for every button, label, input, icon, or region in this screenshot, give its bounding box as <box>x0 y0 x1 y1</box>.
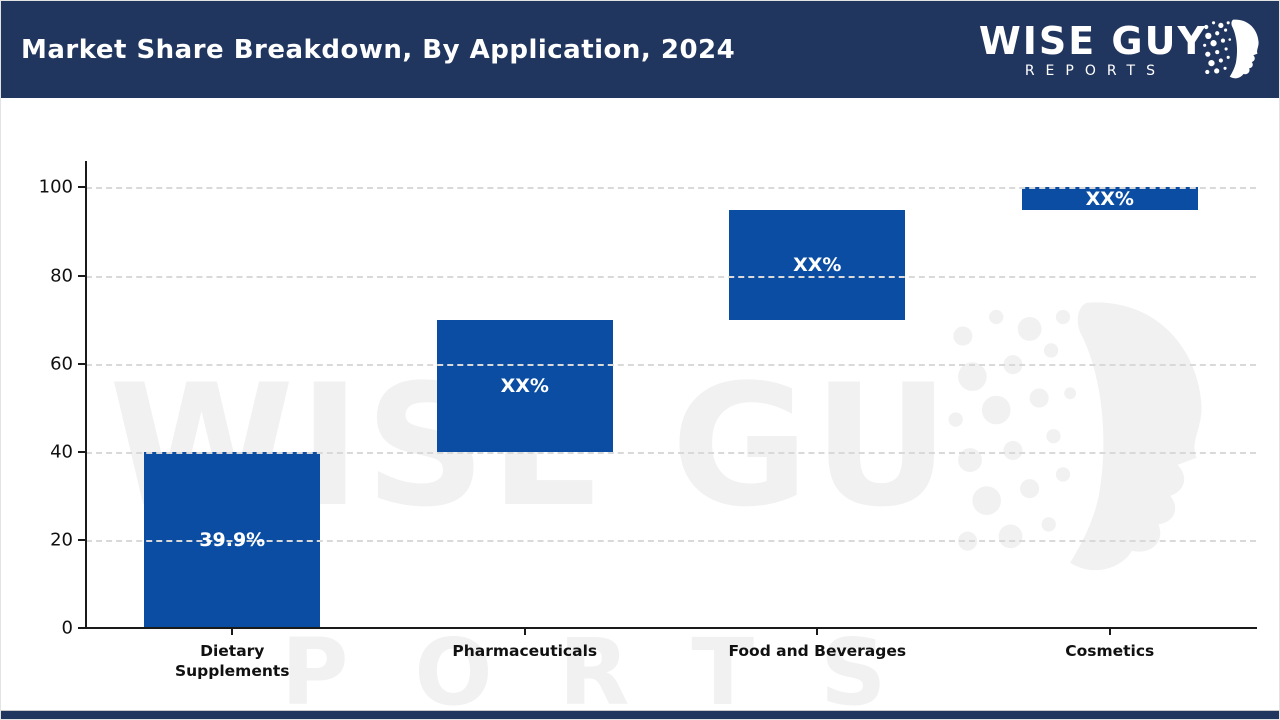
gridline <box>86 275 1256 278</box>
y-tick-mark <box>78 274 85 277</box>
watermark-face-icon <box>939 269 1249 613</box>
y-tick-label: 20 <box>50 529 73 551</box>
y-tick-mark <box>78 627 85 629</box>
y-tick-label: 40 <box>50 441 73 463</box>
y-tick-label: 100 <box>38 176 73 198</box>
gridline <box>86 187 1256 190</box>
brand-logo-text: WISE GUY REPORTS <box>979 22 1207 78</box>
page-title: Market Share Breakdown, By Application, … <box>21 34 736 65</box>
y-tick-mark <box>78 186 85 189</box>
gridline <box>86 451 1256 454</box>
x-category-label: Pharmaceuticals <box>379 641 671 661</box>
bar-value-label: 39.9% <box>199 529 266 552</box>
bar-value-label: XX% <box>500 375 549 398</box>
footer-bar <box>1 710 1279 719</box>
y-axis-line <box>85 161 87 629</box>
x-tick-mark <box>816 629 819 635</box>
gridline <box>86 539 1256 542</box>
y-tick-mark <box>78 450 85 453</box>
brand-logo: WISE GUY REPORTS <box>979 12 1269 88</box>
x-tick-mark <box>523 629 526 635</box>
y-tick-label: 80 <box>50 265 73 287</box>
x-category-label: Food and Beverages <box>671 641 963 661</box>
x-category-label-line: Food and Beverages <box>728 642 907 660</box>
bar-cosmetics <box>1021 187 1198 210</box>
x-tick-mark <box>1108 629 1111 635</box>
x-category-label-line: Cosmetics <box>1065 642 1155 660</box>
x-axis-line <box>85 627 1257 629</box>
bar-food-and-beverages <box>729 209 906 321</box>
header-bar: Market Share Breakdown, By Application, … <box>1 1 1279 98</box>
y-tick-label: 0 <box>61 617 73 639</box>
bar-pharmaceuticals <box>436 320 613 453</box>
gridline <box>86 363 1256 366</box>
x-category-label-line: Pharmaceuticals <box>452 642 598 660</box>
face-profile-logo-icon <box>1201 12 1269 88</box>
x-category-label-line: Supplements <box>174 662 290 680</box>
x-category-label: Dietary Supplements <box>86 641 378 681</box>
x-category-label-line: Dietary <box>200 642 265 660</box>
y-tick-label: 60 <box>50 353 73 375</box>
brand-name: WISE GUY <box>978 18 1207 63</box>
x-category-label: Cosmetics <box>964 641 1256 661</box>
brand-subtitle: REPORTS <box>1024 62 1166 79</box>
y-tick-mark <box>78 362 85 365</box>
watermark-subtitle-text: PORTS <box>281 619 953 720</box>
bar-value-label: XX% <box>793 253 842 276</box>
bar-value-label: XX% <box>1085 187 1134 210</box>
x-tick-mark <box>231 629 234 635</box>
y-tick-mark <box>78 538 85 541</box>
